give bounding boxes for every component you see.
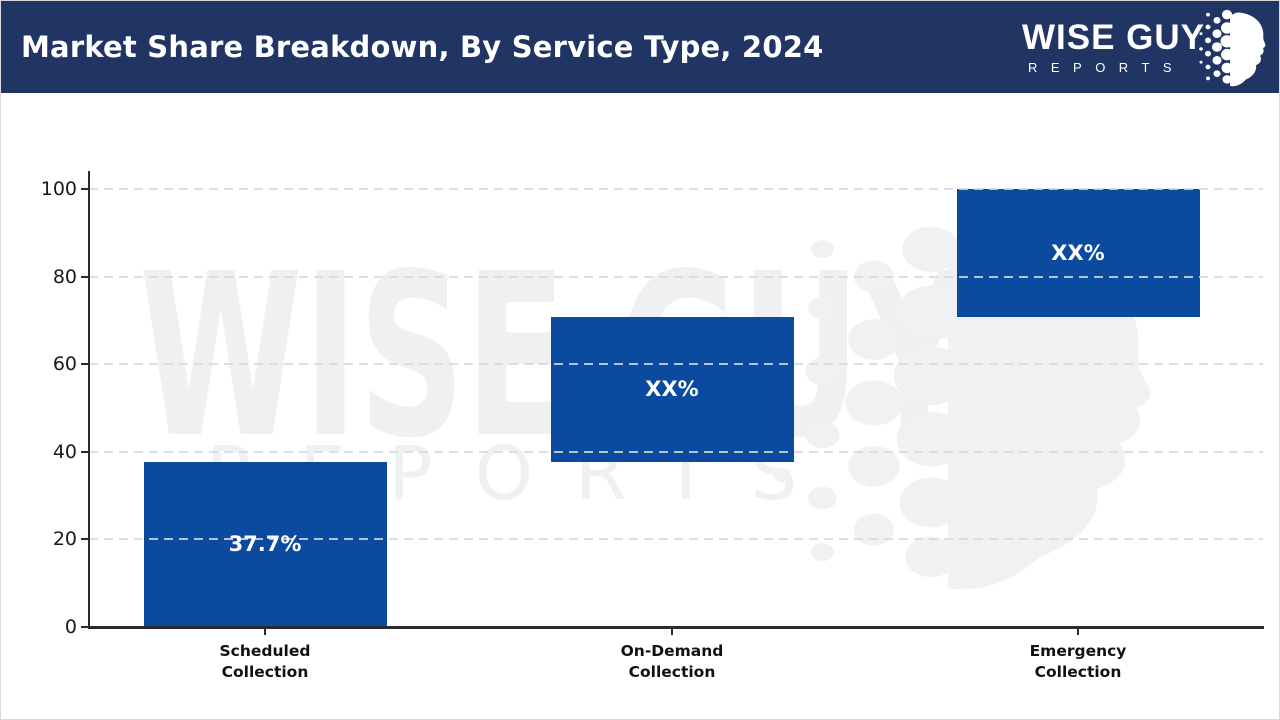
y-tick-mark <box>81 363 89 366</box>
dotted-face-profile-watermark <box>772 226 1151 590</box>
wise-guy-reports-logo: WISE GUY REPORTS <box>1022 5 1269 89</box>
x-axis-line <box>88 626 1264 629</box>
y-tick-label: 80 <box>52 265 77 288</box>
x-category-label-line2: Collection <box>628 663 716 681</box>
x-tick-mark <box>671 627 673 635</box>
y-tick-mark <box>81 450 89 453</box>
x-category-label-line1: Emergency <box>1029 642 1127 660</box>
dotted-face-profile-icon <box>1199 9 1266 87</box>
y-tick-label: 40 <box>52 440 77 463</box>
x-tick-mark <box>264 627 266 635</box>
logo-secondary-text: REPORTS <box>1027 59 1186 75</box>
header-band: Market Share Breakdown, By Service Type,… <box>1 1 1279 93</box>
page-title: Market Share Breakdown, By Service Type,… <box>21 30 824 64</box>
x-tick-mark <box>1077 627 1079 635</box>
grid-line <box>89 188 1263 190</box>
y-tick-mark <box>81 188 89 190</box>
x-category-label-line1: Scheduled <box>219 642 311 660</box>
logo-primary-text: WISE GUY <box>1021 17 1205 57</box>
x-category-label-line2: Collection <box>221 663 309 681</box>
y-tick-mark <box>81 275 89 278</box>
x-category-label-line2: Collection <box>1034 663 1122 681</box>
y-tick-label: 20 <box>52 528 77 551</box>
x-category-label: Scheduled Collection <box>115 641 415 683</box>
y-tick-label: 0 <box>64 616 77 638</box>
y-tick-label: 60 <box>52 353 77 376</box>
x-category-label-line1: On-Demand <box>620 642 724 660</box>
y-tick-label: 100 <box>40 178 77 200</box>
y-axis-line <box>88 171 90 629</box>
watermark-reports-text: REPORTS <box>206 431 840 517</box>
y-tick-mark <box>81 626 89 628</box>
x-category-label: On-Demand Collection <box>522 641 822 683</box>
x-category-label: Emergency Collection <box>928 641 1228 683</box>
bar-value-label: 37.7% <box>228 532 302 557</box>
logo-text: WISE GUY REPORTS <box>1022 20 1205 75</box>
y-tick-mark <box>81 538 89 541</box>
